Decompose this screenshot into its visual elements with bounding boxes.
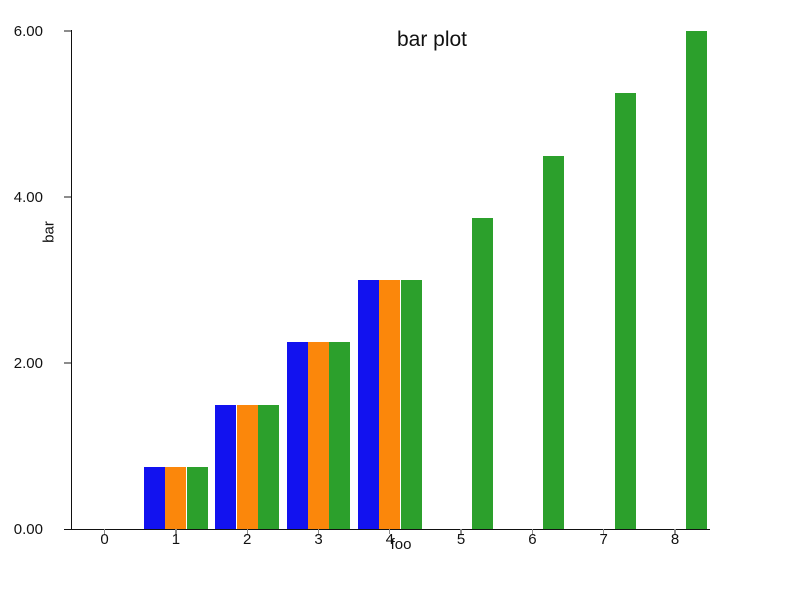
- y-tick-label: 4.00: [13, 188, 43, 206]
- bar-blue-series-x1: [144, 466, 165, 529]
- x-axis-line: [64, 528, 710, 530]
- x-tick-label: 2: [243, 531, 252, 548]
- x-axis-tick: [460, 529, 462, 534]
- x-tick-label: 6: [528, 531, 537, 548]
- x-tick-label: 0: [100, 531, 109, 548]
- chart-title: bar plot: [396, 28, 468, 51]
- x-axis-tick: [175, 529, 177, 534]
- x-tick-label: 4: [385, 531, 394, 548]
- bar-blue-series-x4: [357, 280, 379, 529]
- bar-green-series-x5: [472, 217, 493, 529]
- bar-orange-series-x2: [236, 404, 258, 529]
- bar-green-series-x2: [258, 404, 280, 529]
- bar-orange-series-x3: [308, 342, 329, 529]
- bar-blue-series-x3: [286, 342, 308, 529]
- x-tick-label: 5: [456, 531, 466, 548]
- x-tick-label: 3: [314, 531, 323, 548]
- bar-green-series-x3: [329, 342, 351, 529]
- bar-green-series-x7: [614, 93, 636, 529]
- y-axis-tick: [64, 196, 71, 198]
- bar-green-series-x8: [685, 31, 707, 529]
- bar-green-series-x6: [543, 155, 565, 529]
- y-axis-tick: [64, 30, 71, 32]
- y-axis-tick: [64, 362, 71, 364]
- bar-orange-series-x1: [165, 466, 187, 529]
- x-axis-tick: [317, 529, 320, 534]
- x-tick-label: 7: [599, 531, 608, 548]
- y-axis-label: bar: [40, 221, 58, 243]
- bar-green-series-x1: [186, 466, 208, 529]
- bar-blue-series-x2: [215, 404, 237, 529]
- y-axis-spine: [70, 30, 72, 529]
- x-axis-tick: [246, 529, 248, 534]
- bar-green-series-x4: [400, 280, 422, 529]
- x-tick-label: 1: [171, 531, 181, 548]
- y-tick-label: 2.00: [13, 354, 43, 372]
- x-axis-tick: [103, 529, 106, 534]
- x-axis-tick: [674, 529, 676, 534]
- x-axis-label: foo: [390, 536, 412, 553]
- y-tick-label: 0.00: [13, 520, 43, 538]
- bar-orange-series-x4: [379, 280, 401, 529]
- x-axis-tick: [603, 529, 605, 534]
- y-tick-label: 6.00: [13, 22, 43, 40]
- x-axis-tick: [389, 529, 391, 534]
- x-tick-label: 8: [670, 531, 680, 548]
- x-axis-tick: [531, 529, 534, 534]
